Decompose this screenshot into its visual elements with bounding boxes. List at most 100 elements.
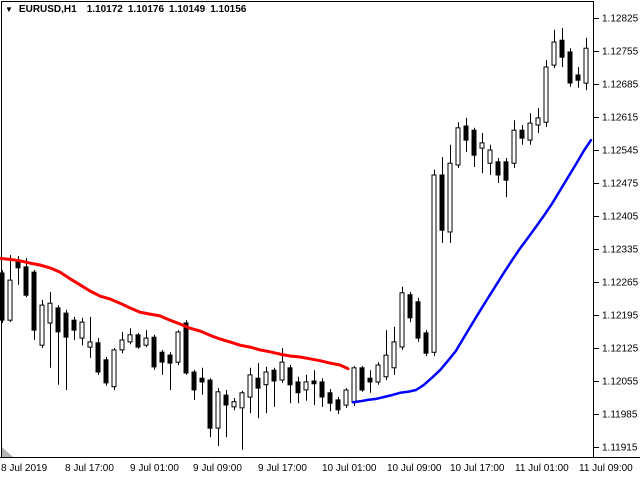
candle-bull — [391, 341, 397, 369]
time-axis-label: 9 Jul 17:00 — [258, 463, 307, 474]
candle-bear — [255, 377, 261, 389]
candle-bear — [135, 334, 141, 348]
candle-bull — [239, 392, 245, 409]
candle-bear — [55, 307, 61, 333]
candle-bear — [159, 351, 165, 363]
candle-bear — [223, 394, 229, 406]
candle-bear — [407, 294, 413, 319]
price-axis-scale[interactable] — [594, 0, 640, 457]
candle-bull — [343, 389, 349, 406]
scroll-anchor-icon[interactable] — [2, 447, 13, 457]
candle-bull — [263, 371, 269, 386]
candle-bear — [519, 129, 525, 139]
candle-bull — [7, 279, 13, 321]
candle-bull — [79, 321, 85, 339]
candle-bull — [543, 66, 549, 123]
time-axis-label: 9 Jul 09:00 — [193, 463, 242, 474]
candle-bear — [295, 381, 301, 394]
price-axis-label: 1.12825 — [602, 14, 639, 25]
candle-bull — [487, 149, 493, 164]
candle-bear — [199, 377, 205, 383]
candle-bear — [359, 367, 365, 391]
candle-bear — [271, 369, 277, 382]
candles-layer — [0, 27, 589, 450]
candle-bull — [351, 367, 357, 403]
price-axis-label: 1.12125 — [602, 344, 639, 355]
quote-high: 1.10176 — [127, 4, 165, 15]
candle-bull — [215, 391, 221, 429]
candle-bear — [423, 332, 429, 354]
candle-bear — [503, 161, 509, 181]
candle-bear — [567, 51, 573, 84]
candle-bull — [431, 174, 437, 353]
candle-bear — [0, 272, 5, 321]
candle-bear — [319, 381, 325, 398]
time-axis-scale[interactable] — [0, 458, 640, 480]
candle-bear — [31, 271, 37, 331]
candle-bull — [111, 349, 117, 388]
candle-bear — [151, 336, 157, 368]
quote-close: 1.10156 — [210, 4, 247, 15]
time-axis-label: 8 Jul 17:00 — [65, 463, 114, 474]
candle-bear — [63, 312, 69, 338]
candle-bull — [527, 122, 533, 141]
candle-bear — [95, 342, 101, 373]
symbol-dropdown-icon[interactable]: ▼ — [5, 4, 13, 14]
price-axis-label: 1.12405 — [602, 212, 639, 223]
candle-bear — [575, 74, 581, 81]
price-axis-label: 1.11915 — [602, 443, 638, 454]
candle-bear — [207, 379, 213, 429]
candle-bull — [383, 354, 389, 378]
candle-bear — [311, 380, 317, 385]
candle-bear — [167, 354, 173, 364]
candle-bull — [399, 292, 405, 348]
candle-bear — [335, 399, 341, 411]
candle-bull — [551, 41, 557, 66]
price-axis-label: 1.12755 — [602, 47, 639, 58]
price-axis-label: 1.12685 — [602, 80, 639, 91]
time-axis-label: 11 Jul 09:00 — [579, 463, 633, 474]
price-axis-label: 1.12195 — [602, 311, 639, 322]
candle-bull — [479, 142, 485, 149]
candle-bear — [103, 359, 109, 384]
candle-bull — [231, 401, 237, 408]
ma-blue-line — [351, 138, 593, 404]
time-axis-label: 10 Jul 01:00 — [322, 463, 377, 474]
candle-bull — [511, 129, 517, 164]
candle-bull — [447, 162, 453, 233]
time-axis-label: 8 Jul 2019 — [1, 463, 48, 474]
candle-bear — [415, 301, 421, 339]
candle-bear — [183, 322, 189, 374]
symbol-period-label: EURUSD,H1 — [18, 4, 77, 15]
candle-bull — [303, 381, 309, 391]
time-axis-label: 10 Jul 09:00 — [387, 463, 442, 474]
time-axis-label: 11 Jul 01:00 — [515, 463, 569, 474]
candle-bear — [495, 161, 501, 176]
candle-bull — [455, 127, 461, 166]
candle-bull — [127, 334, 133, 343]
candle-bull — [279, 361, 285, 381]
candle-bull — [247, 374, 253, 398]
candle-bear — [23, 266, 29, 296]
time-axis-label: 10 Jul 17:00 — [450, 463, 505, 474]
price-axis-label: 1.11985 — [602, 410, 638, 421]
candle-bear — [327, 392, 333, 404]
quote-open: 1.10172 — [86, 4, 123, 15]
candle-bull — [175, 331, 181, 363]
candle-bull — [119, 339, 125, 351]
candle-bull — [39, 304, 45, 346]
candle-bear — [287, 367, 293, 386]
candle-bull — [47, 302, 53, 324]
price-axis-label: 1.12265 — [602, 278, 639, 289]
candle-bull — [87, 341, 93, 348]
candle-bear — [191, 371, 197, 391]
price-axis-label: 1.12615 — [602, 113, 639, 124]
quote-low: 1.10149 — [169, 4, 206, 15]
candle-bull — [375, 364, 381, 383]
candle-bear — [463, 125, 469, 141]
price-axis-label: 1.12055 — [602, 377, 639, 388]
price-axis-label: 1.12335 — [602, 245, 639, 256]
ma-red-line — [0, 256, 350, 371]
